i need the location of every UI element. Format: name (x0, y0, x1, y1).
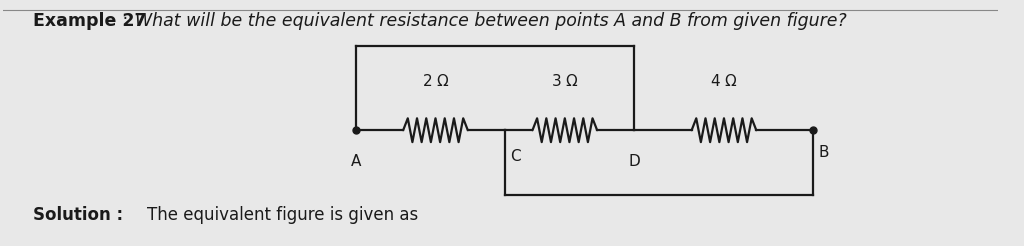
Text: 2 $\Omega$: 2 $\Omega$ (422, 73, 450, 89)
Text: 3 $\Omega$: 3 $\Omega$ (551, 73, 579, 89)
Text: A: A (351, 154, 361, 169)
Text: What will be the equivalent resistance between points A and B from given figure?: What will be the equivalent resistance b… (135, 12, 847, 31)
Text: :: : (117, 12, 134, 31)
Text: C: C (510, 150, 521, 164)
Text: D: D (629, 154, 640, 169)
Text: The equivalent figure is given as: The equivalent figure is given as (147, 206, 418, 224)
Text: 4 $\Omega$: 4 $\Omega$ (710, 73, 738, 89)
Text: B: B (818, 145, 829, 160)
Text: Solution :: Solution : (33, 206, 123, 224)
Text: Example 27: Example 27 (33, 12, 146, 31)
